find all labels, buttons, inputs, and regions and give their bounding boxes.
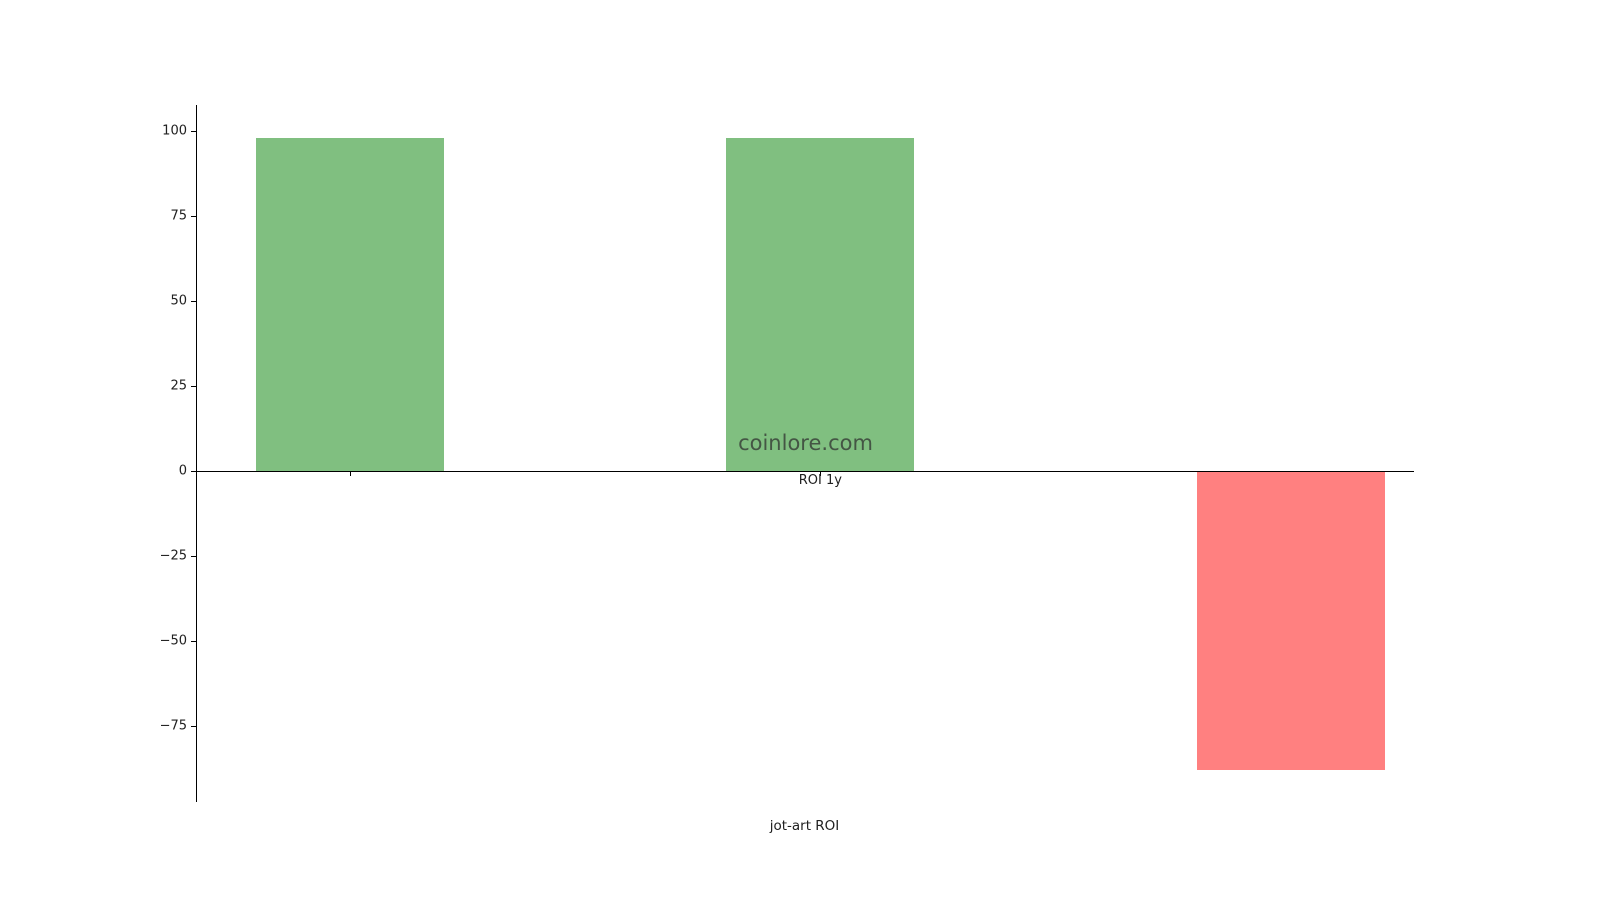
x-tick-mark [820, 470, 822, 476]
plot-area: coinlore.com 100 75 50 25 0 −25 −50 −75 ROI 1y [160, 105, 1414, 802]
y-tick-mark [191, 130, 196, 132]
watermark: coinlore.com [738, 431, 873, 455]
bar [1196, 470, 1385, 771]
y-tick-mark [191, 725, 196, 727]
y-tick-label: −25 [159, 548, 187, 564]
y-tick-mark [191, 215, 196, 217]
x-axis-line [197, 470, 1414, 472]
y-tick-label: −50 [159, 633, 187, 649]
y-tick-mark [191, 385, 196, 387]
y-tick-label: 50 [170, 293, 187, 309]
y-tick-label: −75 [159, 718, 187, 734]
y-tick-label: 75 [170, 208, 187, 224]
y-tick-mark [191, 470, 196, 472]
bar [726, 137, 915, 471]
x-tick-mark [349, 470, 351, 476]
y-tick-label: 25 [170, 378, 187, 394]
y-tick-label: 0 [178, 463, 187, 479]
y-tick-label: 100 [162, 123, 187, 139]
y-tick-mark [191, 640, 196, 642]
y-tick-mark [191, 300, 196, 302]
bar [255, 137, 444, 471]
x-axis-title: jot-art ROI [769, 818, 840, 834]
x-tick-label: ROI 1y [798, 472, 842, 488]
y-tick-mark [191, 555, 196, 557]
